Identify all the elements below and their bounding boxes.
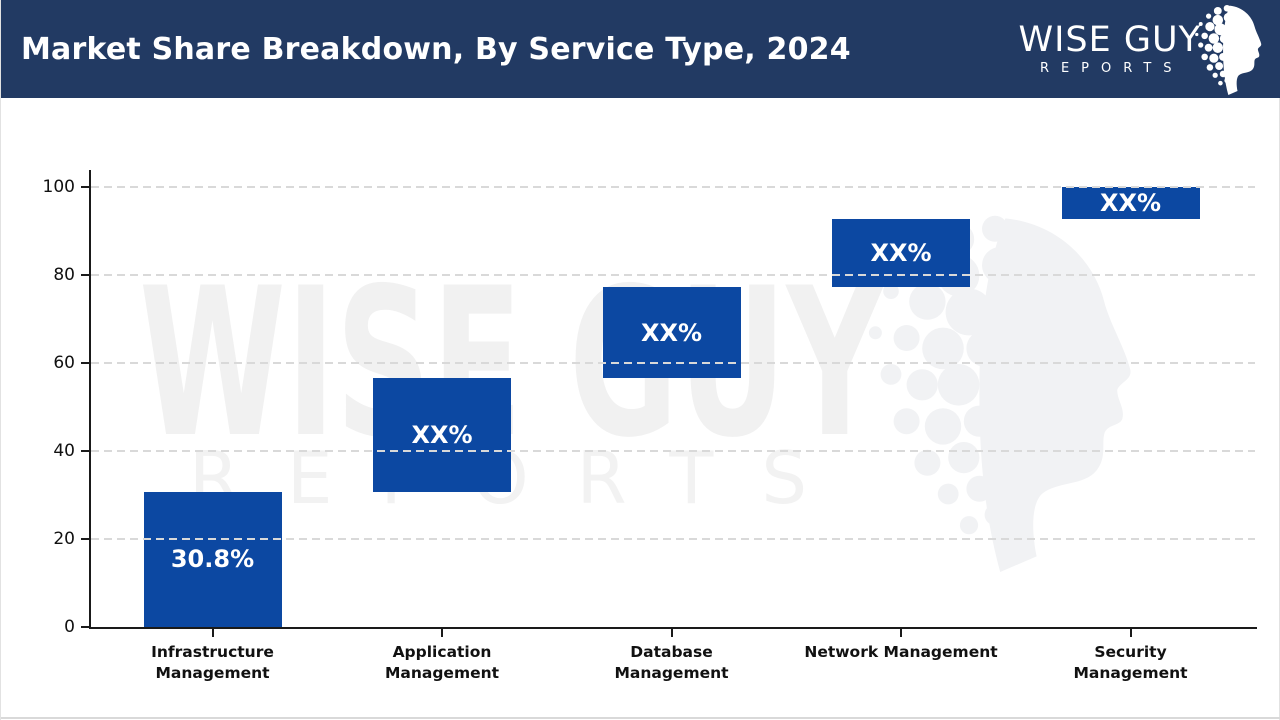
gridline-40 bbox=[91, 450, 1255, 453]
x-category-label-line: Network Management bbox=[804, 643, 998, 661]
x-category-label: Network Management bbox=[785, 642, 1017, 663]
bottom-border bbox=[1, 717, 1280, 719]
gridline-20 bbox=[91, 538, 1255, 541]
x-category-label: Security Management bbox=[1015, 642, 1247, 684]
y-tick-60 bbox=[81, 362, 89, 365]
gridline-80 bbox=[91, 274, 1255, 277]
x-category-label: Database Management bbox=[556, 642, 788, 684]
header-bar: Market Share Breakdown, By Service Type,… bbox=[1, 0, 1280, 98]
bar-1 bbox=[143, 491, 282, 627]
bar-value-label: 30.8% bbox=[170, 545, 255, 574]
x-tick-3 bbox=[670, 629, 673, 637]
x-category-label-line: Management bbox=[384, 663, 500, 682]
bar-2 bbox=[373, 378, 511, 492]
brand-logo: WISE GUY REPORTS bbox=[1018, 3, 1267, 95]
x-category-label-line: Infrastructure bbox=[151, 643, 274, 661]
bar-value-label: XX% bbox=[640, 318, 703, 347]
bar-value-label: XX% bbox=[870, 239, 932, 268]
logo-subtext: REPORTS bbox=[1039, 60, 1184, 76]
y-tick-20 bbox=[81, 538, 89, 541]
y-tick-label-80: 80 bbox=[53, 265, 75, 286]
y-tick-label-20: 20 bbox=[53, 529, 75, 550]
y-tick-label-60: 60 bbox=[53, 353, 75, 374]
x-category-label: Infrastructure Management bbox=[97, 642, 329, 684]
x-category-label-line: Management bbox=[155, 663, 270, 682]
page-title: Market Share Breakdown, By Service Type,… bbox=[21, 31, 851, 67]
y-tick-label-100: 100 bbox=[42, 177, 75, 198]
logo-wordmark: WISE GUY bbox=[1018, 19, 1201, 60]
gridline-60 bbox=[91, 362, 1255, 365]
x-category-label: Application Management bbox=[326, 642, 558, 684]
y-tick-40 bbox=[81, 450, 89, 453]
y-tick-label-0: 0 bbox=[64, 617, 75, 637]
x-tick-4 bbox=[900, 629, 902, 637]
x-axis-line bbox=[89, 627, 1257, 629]
bar-value-label: XX% bbox=[1099, 189, 1162, 218]
gridline-100 bbox=[91, 186, 1255, 189]
y-axis-line bbox=[89, 170, 91, 629]
y-tick-80 bbox=[81, 274, 89, 277]
x-category-label-line: Database bbox=[630, 643, 713, 661]
x-category-label-line: Security bbox=[1094, 643, 1167, 661]
bar-5 bbox=[1061, 187, 1200, 220]
x-category-label-line: Management bbox=[1073, 663, 1188, 682]
x-category-label-line: Application bbox=[392, 643, 492, 661]
bar-value-label: XX% bbox=[411, 420, 473, 449]
y-tick-label-40: 40 bbox=[53, 441, 75, 462]
y-tick-0 bbox=[81, 626, 89, 628]
logo-text: WISE GUY REPORTS bbox=[1018, 19, 1201, 76]
x-category-label-line: Management bbox=[614, 663, 729, 682]
chart-plot-area: 0 20 40 60 80 100 30.8% Infrastructure Managemen… bbox=[43, 170, 1257, 682]
x-tick-1 bbox=[211, 629, 214, 637]
y-tick-100 bbox=[81, 186, 89, 189]
x-tick-2 bbox=[441, 629, 443, 637]
x-tick-5 bbox=[1129, 629, 1132, 637]
